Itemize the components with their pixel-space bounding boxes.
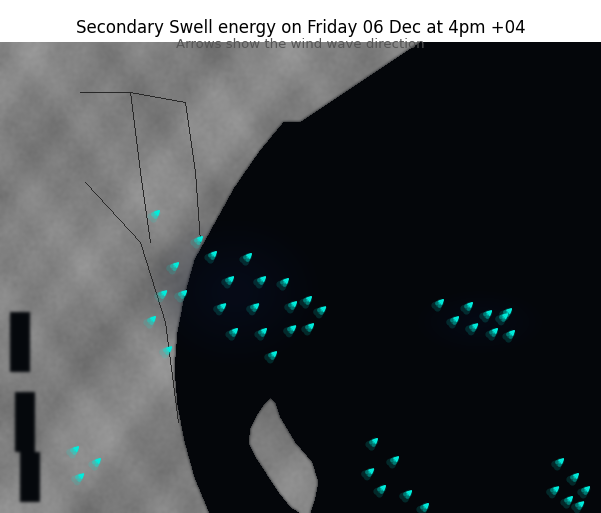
Text: Secondary Swell energy on Friday 06 Dec at 4pm +04: Secondary Swell energy on Friday 06 Dec … bbox=[76, 19, 525, 37]
Text: Arrows show the wind wave direction: Arrows show the wind wave direction bbox=[176, 38, 425, 51]
